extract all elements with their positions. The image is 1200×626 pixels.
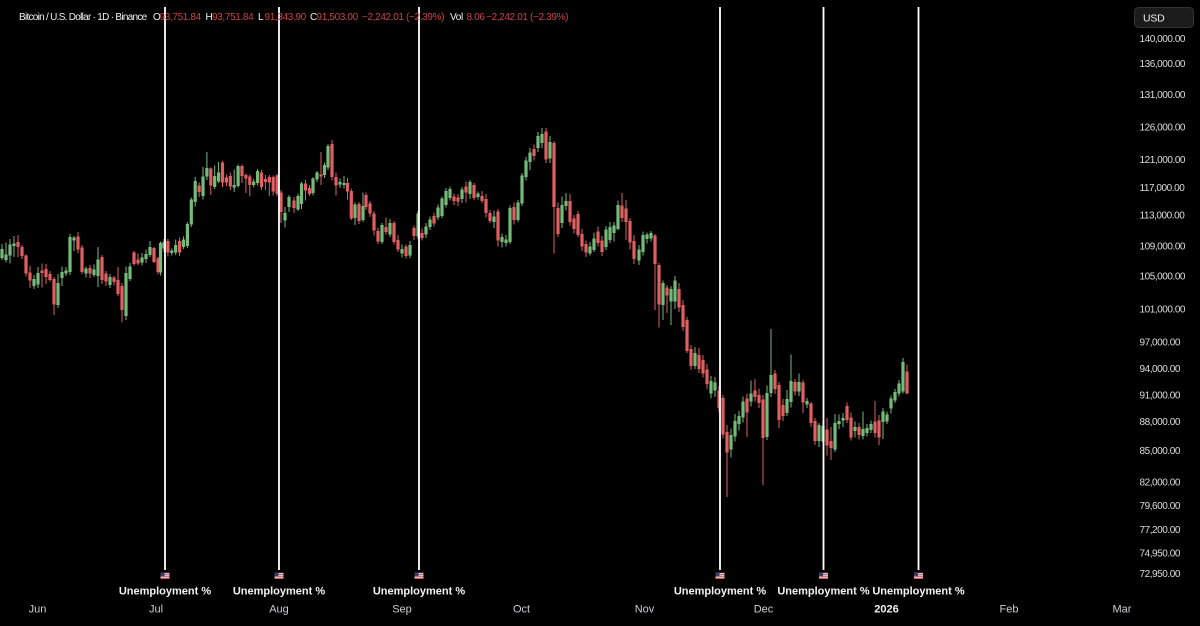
svg-text:91,343.90: 91,343.90 — [265, 12, 307, 23]
svg-text:Jul: Jul — [149, 604, 163, 616]
svg-text:97,000.00: 97,000.00 — [1140, 337, 1181, 348]
svg-text:Aug: Aug — [269, 604, 289, 616]
svg-text:72,950.00: 72,950.00 — [1140, 569, 1181, 580]
svg-text:109,000.00: 109,000.00 — [1140, 241, 1186, 252]
svg-text:140,000.00: 140,000.00 — [1140, 34, 1186, 45]
svg-text:2026: 2026 — [874, 604, 898, 616]
svg-text:Unemployment %: Unemployment % — [872, 586, 965, 598]
svg-text:101,000.00: 101,000.00 — [1140, 305, 1186, 316]
svg-text:77,200.00: 77,200.00 — [1140, 525, 1181, 536]
svg-text:−2,242.01 (−2.39%): −2,242.01 (−2.39%) — [486, 12, 568, 23]
svg-text:Vol: Vol — [450, 12, 463, 23]
svg-text:Feb: Feb — [1000, 604, 1019, 616]
svg-text:126,000.00: 126,000.00 — [1140, 122, 1186, 133]
svg-text:79,600.00: 79,600.00 — [1140, 501, 1181, 512]
svg-text:Dec: Dec — [754, 604, 774, 616]
svg-text:93,751.84: 93,751.84 — [160, 12, 202, 23]
svg-text:85,000.00: 85,000.00 — [1140, 446, 1181, 457]
svg-text:121,000.00: 121,000.00 — [1140, 155, 1186, 166]
svg-text:91,503.00: 91,503.00 — [317, 12, 359, 23]
svg-text:Unemployment %: Unemployment % — [233, 586, 326, 598]
svg-text:Bitcoin / U.S. Dollar · 1D · B: Bitcoin / U.S. Dollar · 1D · Binance — [19, 12, 148, 23]
svg-text:Unemployment %: Unemployment % — [674, 586, 767, 598]
svg-text:136,000.00: 136,000.00 — [1140, 59, 1186, 70]
svg-text:O: O — [153, 12, 161, 23]
svg-text:74,950.00: 74,950.00 — [1140, 548, 1181, 559]
svg-text:113,000.00: 113,000.00 — [1140, 210, 1186, 221]
svg-text:Unemployment %: Unemployment % — [119, 586, 212, 598]
svg-text:93,751.84: 93,751.84 — [212, 12, 254, 23]
svg-text:Unemployment %: Unemployment % — [373, 586, 466, 598]
svg-text:H: H — [206, 12, 213, 23]
svg-text:117,000.00: 117,000.00 — [1140, 183, 1186, 194]
svg-text:−2,242.01 (−2.39%): −2,242.01 (−2.39%) — [362, 12, 444, 23]
svg-text:Jun: Jun — [29, 604, 47, 616]
svg-text:Mar: Mar — [1113, 604, 1132, 616]
svg-text:Nov: Nov — [635, 604, 655, 616]
svg-text:8.06: 8.06 — [467, 12, 486, 23]
svg-text:USD: USD — [1143, 13, 1165, 25]
svg-text:C: C — [310, 12, 317, 23]
svg-text:Oct: Oct — [513, 604, 530, 616]
svg-text:94,000.00: 94,000.00 — [1140, 364, 1181, 375]
svg-text:82,000.00: 82,000.00 — [1140, 478, 1181, 489]
svg-text:L: L — [258, 12, 264, 23]
svg-text:91,000.00: 91,000.00 — [1140, 391, 1181, 402]
svg-text:Unemployment %: Unemployment % — [777, 586, 870, 598]
svg-text:131,000.00: 131,000.00 — [1140, 90, 1186, 101]
svg-text:88,000.00: 88,000.00 — [1140, 417, 1181, 428]
svg-text:Sep: Sep — [392, 604, 412, 616]
svg-text:105,000.00: 105,000.00 — [1140, 271, 1186, 282]
